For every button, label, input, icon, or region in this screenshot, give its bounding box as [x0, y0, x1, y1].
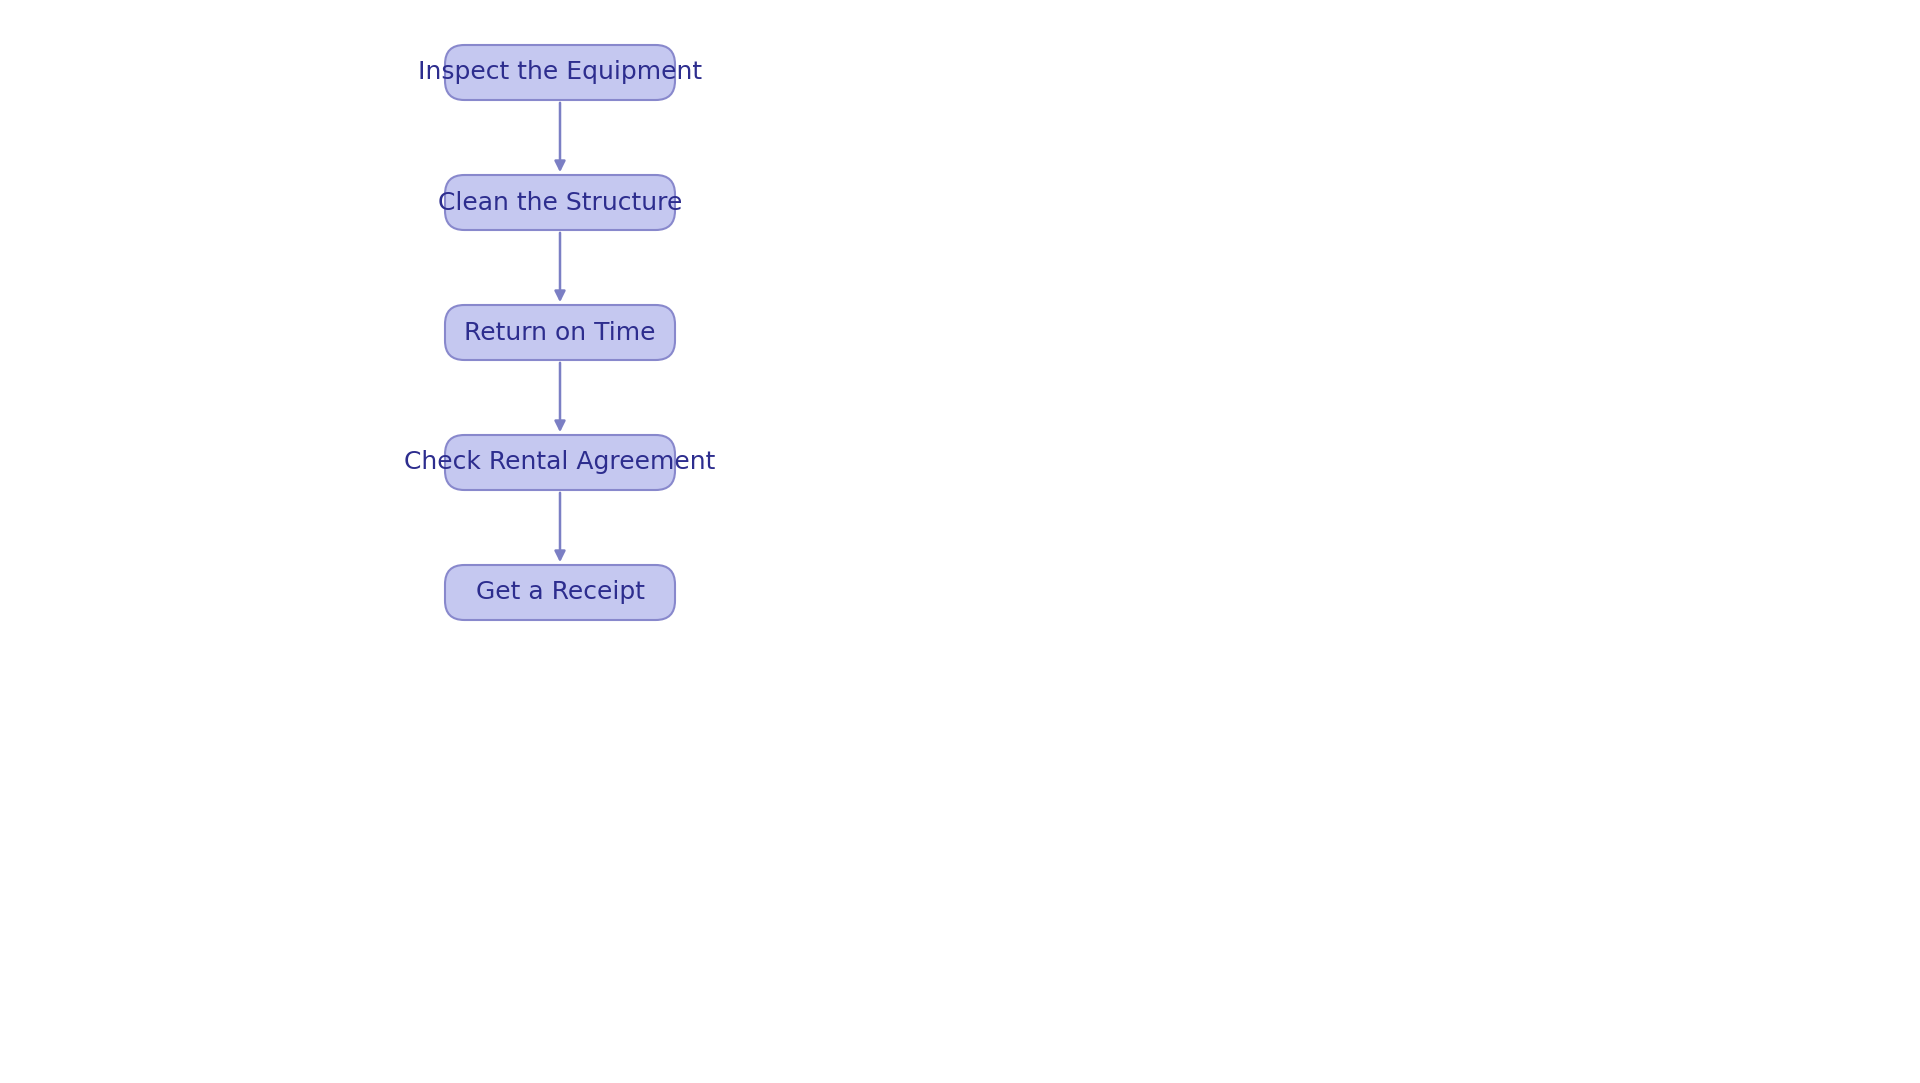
- FancyBboxPatch shape: [445, 305, 676, 360]
- Text: Inspect the Equipment: Inspect the Equipment: [419, 61, 703, 84]
- FancyBboxPatch shape: [445, 565, 676, 619]
- FancyBboxPatch shape: [445, 175, 676, 230]
- Text: Return on Time: Return on Time: [465, 321, 657, 344]
- FancyBboxPatch shape: [445, 45, 676, 100]
- FancyBboxPatch shape: [445, 435, 676, 490]
- Text: Get a Receipt: Get a Receipt: [476, 580, 645, 604]
- Text: Check Rental Agreement: Check Rental Agreement: [405, 451, 716, 474]
- Text: Clean the Structure: Clean the Structure: [438, 191, 682, 214]
